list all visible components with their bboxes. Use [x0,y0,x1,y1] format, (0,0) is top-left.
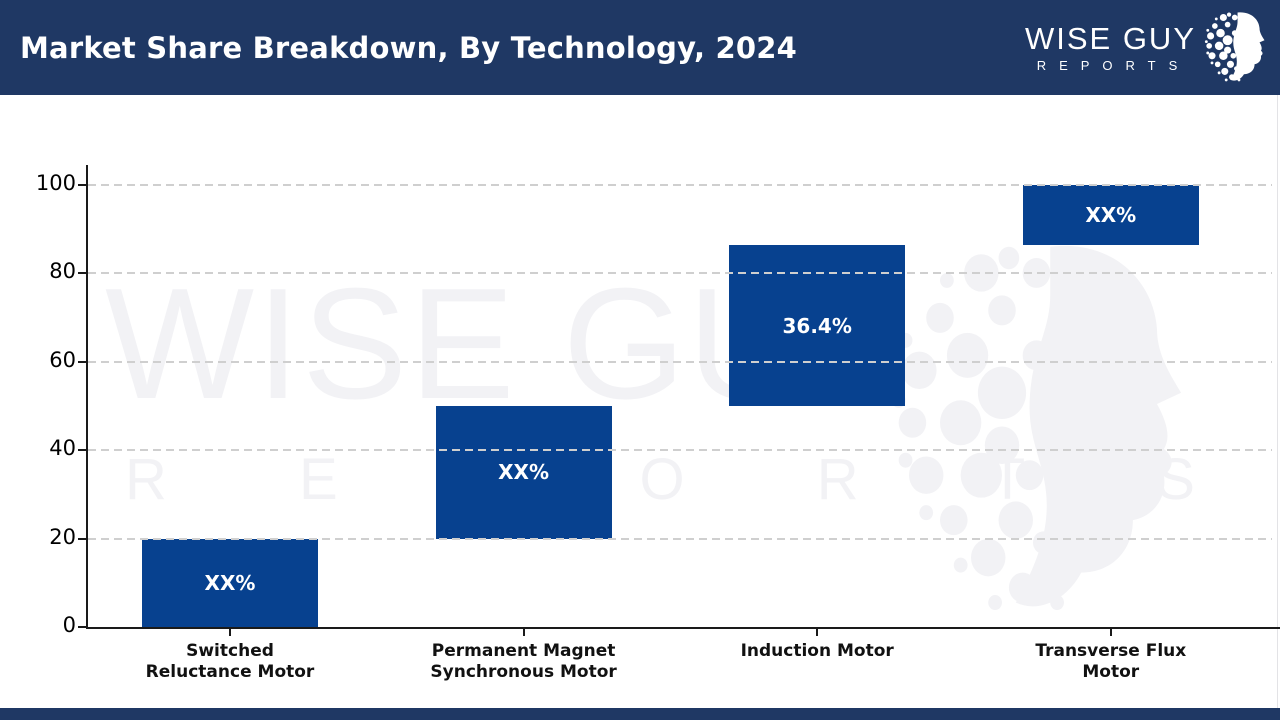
y-tick-60 [78,360,87,363]
x-tick [816,629,819,636]
category-label-line: Transverse Flux [1035,641,1187,661]
bar-segment: XX% [435,406,612,539]
category-label: Switched Reluctance Motor [80,641,380,683]
gridline-20 [88,537,1272,540]
x-tick [522,629,525,636]
category-label-line: Permanent Magnet [431,641,616,661]
logo-brand-sub: REPORTS [1036,58,1191,73]
gridline-60 [88,360,1272,363]
category-label: Transverse Flux Motor [961,641,1261,683]
header-band: Market Share Breakdown, By Technology, 2… [0,0,1280,95]
y-tick-label-100: 100 [35,171,76,195]
y-tick-label-20: 20 [49,524,76,549]
logo-brand-name: WISE GUY [1024,21,1196,56]
bar-value-label: 36.4% [782,313,852,338]
y-tick-40 [78,449,87,452]
y-tick-label-40: 40 [49,436,76,461]
bar-value-label: XX% [204,570,256,595]
y-tick-0 [78,626,87,628]
y-tick-label-0: 0 [62,613,76,637]
y-tick-20 [78,537,87,540]
chart-title: Market Share Breakdown, By Technology, 2… [20,30,798,65]
bar-value-label: XX% [498,460,550,485]
gridline-100 [88,184,1272,186]
bar-value-label: XX% [1085,203,1137,228]
bar-segment: XX% [1022,185,1199,246]
category-label-line: Switched [186,641,274,661]
x-axis-line [86,627,1280,629]
footer-band [0,708,1280,720]
logo-wordmark: WISE GUY REPORTS [1025,23,1196,72]
y-tick-label-60: 60 [49,347,76,372]
gridline-40 [88,449,1272,452]
category-label: Induction Motor [667,641,967,662]
category-label: Permanent Magnet Synchronous Motor [374,641,674,683]
y-tick-100 [78,184,87,186]
x-tick [1109,629,1112,636]
category-label-line: Induction Motor [740,641,894,661]
y-tick-label-80: 80 [49,259,76,284]
y-axis-line [86,165,88,629]
category-label-line: Motor [1082,662,1140,682]
category-label-line: Synchronous Motor [430,662,617,682]
bar-segment: 36.4% [729,245,906,406]
bar-segment: XX% [142,538,318,627]
x-tick [229,629,231,636]
gridline-80 [88,272,1272,275]
logo-face-icon [1204,11,1265,81]
figure-right-border [1277,95,1278,708]
category-label-line: Reluctance Motor [145,662,315,682]
y-tick-80 [78,272,87,275]
watermark-face-icon [891,245,1182,611]
wiseguy-logo: WISE GUY REPORTS [1025,9,1266,87]
